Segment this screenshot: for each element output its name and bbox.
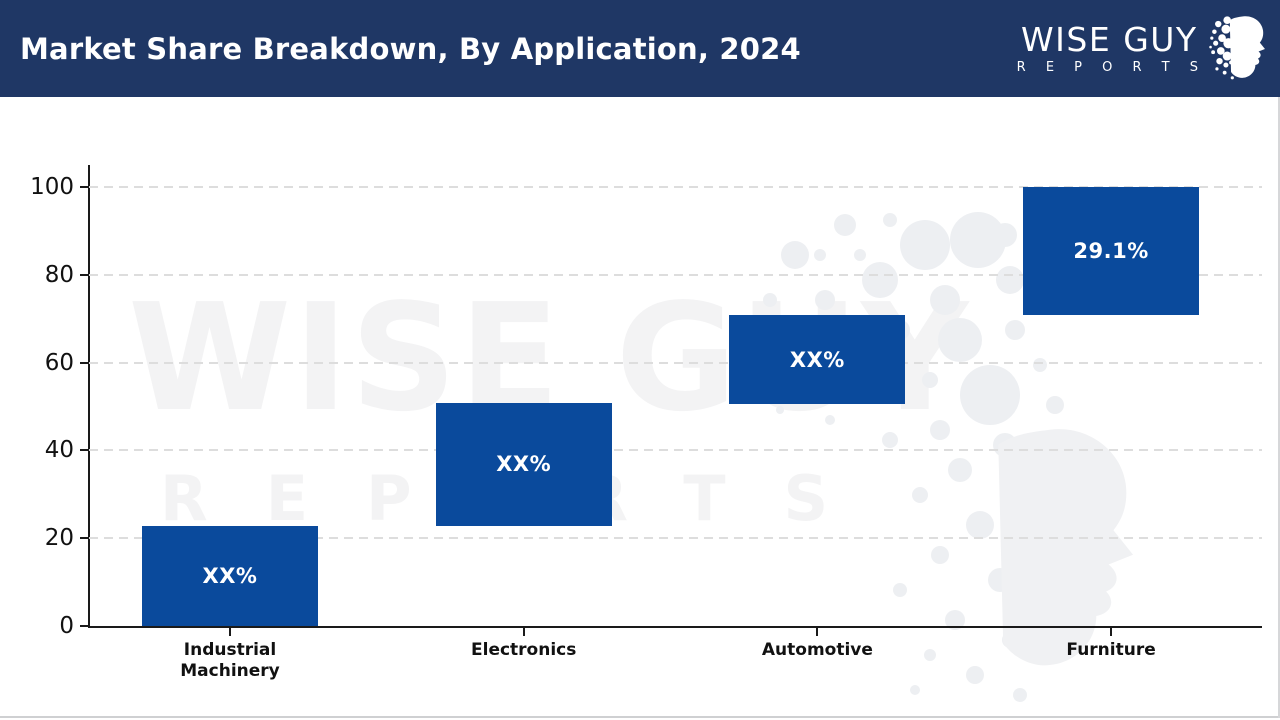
y-tick-mark-80	[80, 273, 88, 276]
bar-automotive: XX%	[729, 315, 906, 404]
bar-value-label: 29.1%	[1073, 238, 1149, 263]
y-tick-mark-60	[80, 361, 88, 364]
y-tick-mark-100	[80, 186, 88, 188]
x-tick-mark-3	[816, 628, 819, 636]
logo-reports-text: R E P O R T S	[1016, 59, 1206, 75]
x-tick-mark-2	[522, 628, 525, 636]
y-tick-label-20: 20	[44, 525, 74, 552]
category-label-electronics: Electronics	[471, 640, 577, 660]
header-band: Market Share Breakdown, By Application, …	[0, 0, 1280, 97]
logo-face-icon	[1209, 15, 1265, 79]
gridline-20	[89, 537, 1262, 540]
category-label-automotive: Automotive	[761, 640, 873, 660]
page-right-border	[1278, 97, 1280, 718]
gridline-60	[89, 361, 1262, 364]
logo-wiseguy-text: WISE GUY	[1021, 19, 1198, 59]
x-tick-mark-4	[1110, 628, 1113, 636]
gridline-40	[89, 449, 1262, 452]
bar-electronics: XX%	[435, 402, 612, 526]
y-tick-label-0: 0	[59, 613, 74, 639]
y-tick-mark-20	[80, 537, 88, 540]
y-tick-mark-0	[80, 625, 88, 627]
category-label-industrial-machinery: Industrial Machinery	[180, 640, 280, 682]
chart-title: Market Share Breakdown, By Application, …	[20, 31, 801, 66]
watermark-dots-face	[735, 212, 1134, 702]
gridline-100	[89, 186, 1262, 188]
y-tick-label-60: 60	[44, 349, 74, 376]
logo-wordmark: WISE GUY R E P O R T S	[1013, 23, 1206, 75]
y-tick-label-100: 100	[30, 174, 74, 200]
x-axis-line	[88, 626, 1262, 628]
bar-value-label: XX%	[202, 563, 258, 588]
bar-furniture: 29.1%	[1023, 187, 1200, 315]
wise-guy-reports-logo: WISE GUY R E P O R T S	[1013, 6, 1272, 91]
y-axis-line	[88, 165, 90, 628]
bar-value-label: XX%	[496, 452, 552, 477]
y-tick-label-80: 80	[44, 261, 74, 288]
bar-industrial-machinery: XX%	[142, 525, 318, 626]
x-tick-mark-1	[229, 628, 231, 636]
page-bottom-border	[0, 716, 1280, 718]
gridline-80	[89, 273, 1262, 276]
category-label-furniture: Furniture	[1066, 640, 1156, 660]
y-tick-label-40: 40	[44, 437, 74, 464]
bar-value-label: XX%	[789, 347, 845, 372]
y-tick-mark-40	[80, 449, 88, 452]
